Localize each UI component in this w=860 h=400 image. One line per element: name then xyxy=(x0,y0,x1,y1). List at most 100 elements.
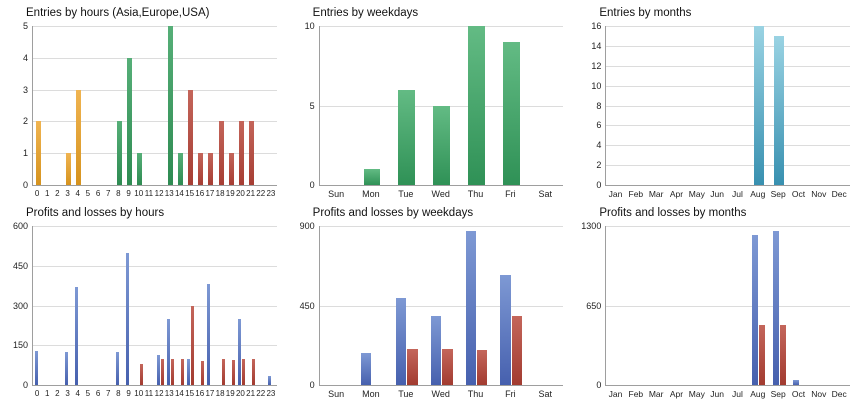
x-tick-label: 21 xyxy=(246,389,256,398)
x-tick-label: 12 xyxy=(154,189,164,198)
bar-europe xyxy=(127,57,132,185)
gridline xyxy=(606,165,850,166)
x-tick-label: Sep xyxy=(770,189,786,199)
y-tick-label: 5 xyxy=(309,101,315,111)
x-tick-label: Feb xyxy=(628,389,644,399)
x-tick-label: 14 xyxy=(174,189,184,198)
chart-title: Entries by months xyxy=(599,7,692,19)
x-tick-label: 20 xyxy=(235,389,245,398)
y-tick-label: 10 xyxy=(591,81,602,91)
y-tick-label: 0 xyxy=(22,380,28,390)
x-tick-label: Tue xyxy=(398,389,414,399)
bar-profit xyxy=(465,231,476,385)
bar-profit xyxy=(268,375,272,385)
x-tick-label: 2 xyxy=(55,389,60,398)
x-tick-label: 21 xyxy=(246,189,256,198)
y-tick-label: 650 xyxy=(586,301,602,311)
chart-title: Profits and losses by months xyxy=(599,207,747,219)
x-tick-label: 6 xyxy=(95,389,101,398)
gridline xyxy=(33,90,277,91)
gridline xyxy=(606,306,850,307)
bar-usa xyxy=(228,153,234,185)
x-tick-label: Mar xyxy=(648,189,664,199)
x-tick-label: Sun xyxy=(328,389,345,399)
gridline xyxy=(319,26,564,27)
x-tick-label: 22 xyxy=(256,189,266,198)
x-tick-label: Sat xyxy=(538,389,552,399)
x-tick-label: Dec xyxy=(831,389,847,399)
plot-area xyxy=(32,26,277,186)
x-tick-label: 17 xyxy=(205,389,215,398)
bar-asia xyxy=(35,121,41,185)
bar-entries xyxy=(433,105,450,185)
x-axis: Sun Mon Tue Wed Thu Fri Sat xyxy=(319,186,564,200)
y-tick-label: 8 xyxy=(596,101,602,111)
bar-usa xyxy=(249,121,254,185)
plot-area xyxy=(32,226,277,386)
x-tick-label: Jan xyxy=(608,389,623,399)
bar-profit xyxy=(752,234,759,385)
x-tick-label: Jan xyxy=(608,189,623,199)
bar-loss xyxy=(191,305,195,385)
x-tick-label: 23 xyxy=(266,389,276,398)
x-tick-label: 20 xyxy=(235,189,245,198)
y-tick-label: 300 xyxy=(12,301,28,311)
chart-title: Entries by weekdays xyxy=(312,7,419,19)
y-axis: 0 2 4 6 8 10 12 14 16 xyxy=(579,22,605,190)
x-tick-label: 0 xyxy=(34,389,40,398)
bar-entries xyxy=(363,169,381,185)
bar-loss xyxy=(779,325,786,385)
x-axis: Jan Feb Mar Apr May Jun Jul Aug Sep Oct Nov Dec xyxy=(605,186,850,200)
x-tick-label: Wed xyxy=(431,389,450,399)
y-tick-label: 6 xyxy=(596,120,602,130)
y-tick-label: 0 xyxy=(309,180,315,190)
x-tick-label: 14 xyxy=(174,389,184,398)
y-tick-label: 2 xyxy=(22,116,28,126)
bar-entries xyxy=(753,26,764,185)
bar-profit xyxy=(237,318,241,385)
bar-entries xyxy=(774,35,785,185)
x-tick-label: 19 xyxy=(225,189,235,198)
gridline xyxy=(606,106,850,107)
y-axis: 0 5 10 xyxy=(293,22,319,190)
gridline xyxy=(319,226,564,227)
bar-entries xyxy=(503,41,520,185)
bar-loss xyxy=(140,363,144,385)
plot-area xyxy=(318,226,564,386)
x-tick-label: 23 xyxy=(266,189,276,198)
chart-entries-by-weekdays: Entries by weekdays 0 5 10 Sun Mon Tue Wed Thu… xyxy=(287,0,574,200)
chart-body: 0 450 900 Sun Mon Tue Wed Thu Fri Sat xyxy=(293,222,568,400)
gridline xyxy=(33,306,277,307)
chart-body: 0 5 10 Sun Mon Tue Wed Thu Fri Sat xyxy=(293,22,568,200)
bar-profit xyxy=(166,318,170,385)
gridline xyxy=(33,121,277,122)
bar-europe xyxy=(137,153,143,185)
y-tick-label: 2 xyxy=(596,160,602,170)
x-axis: 0 1 2 3 4 5 6 7 8 9 10 11 12 13 14 15 16 17 18 19 20 21 22 23 xyxy=(32,186,277,200)
bar-profit xyxy=(430,316,442,385)
x-tick-label: 11 xyxy=(144,189,154,198)
y-axis: 0 150 300 450 600 xyxy=(6,222,32,390)
x-tick-label: 17 xyxy=(205,189,215,198)
bar-profit xyxy=(187,358,191,385)
x-tick-label: 16 xyxy=(195,189,205,198)
bar-profit xyxy=(126,252,130,385)
bar-profit xyxy=(395,298,407,385)
chart-body: 0 650 1300 Jan Feb Mar Apr May Jun Jul Aug Sep Oct N… xyxy=(579,222,854,400)
y-tick-label: 600 xyxy=(12,221,28,231)
x-tick-label: Thu xyxy=(467,189,484,199)
x-tick-label: 13 xyxy=(164,189,174,198)
x-tick-label: Nov xyxy=(811,389,827,399)
bar-europe xyxy=(177,153,183,185)
bar-usa xyxy=(238,121,244,185)
x-tick-label: Oct xyxy=(791,389,806,399)
bar-profit xyxy=(792,379,799,385)
y-tick-label: 150 xyxy=(12,340,28,350)
x-tick-label: 12 xyxy=(154,389,164,398)
bar-usa xyxy=(198,153,204,185)
y-tick-label: 450 xyxy=(299,301,315,311)
chart-body: 0 2 4 6 8 10 12 14 16 Jan Feb Mar Apr May Jun Jul Aug Se… xyxy=(579,22,854,200)
bar-loss xyxy=(170,358,174,385)
x-tick-label: 1 xyxy=(45,189,50,198)
x-tick-label: Mar xyxy=(648,389,664,399)
